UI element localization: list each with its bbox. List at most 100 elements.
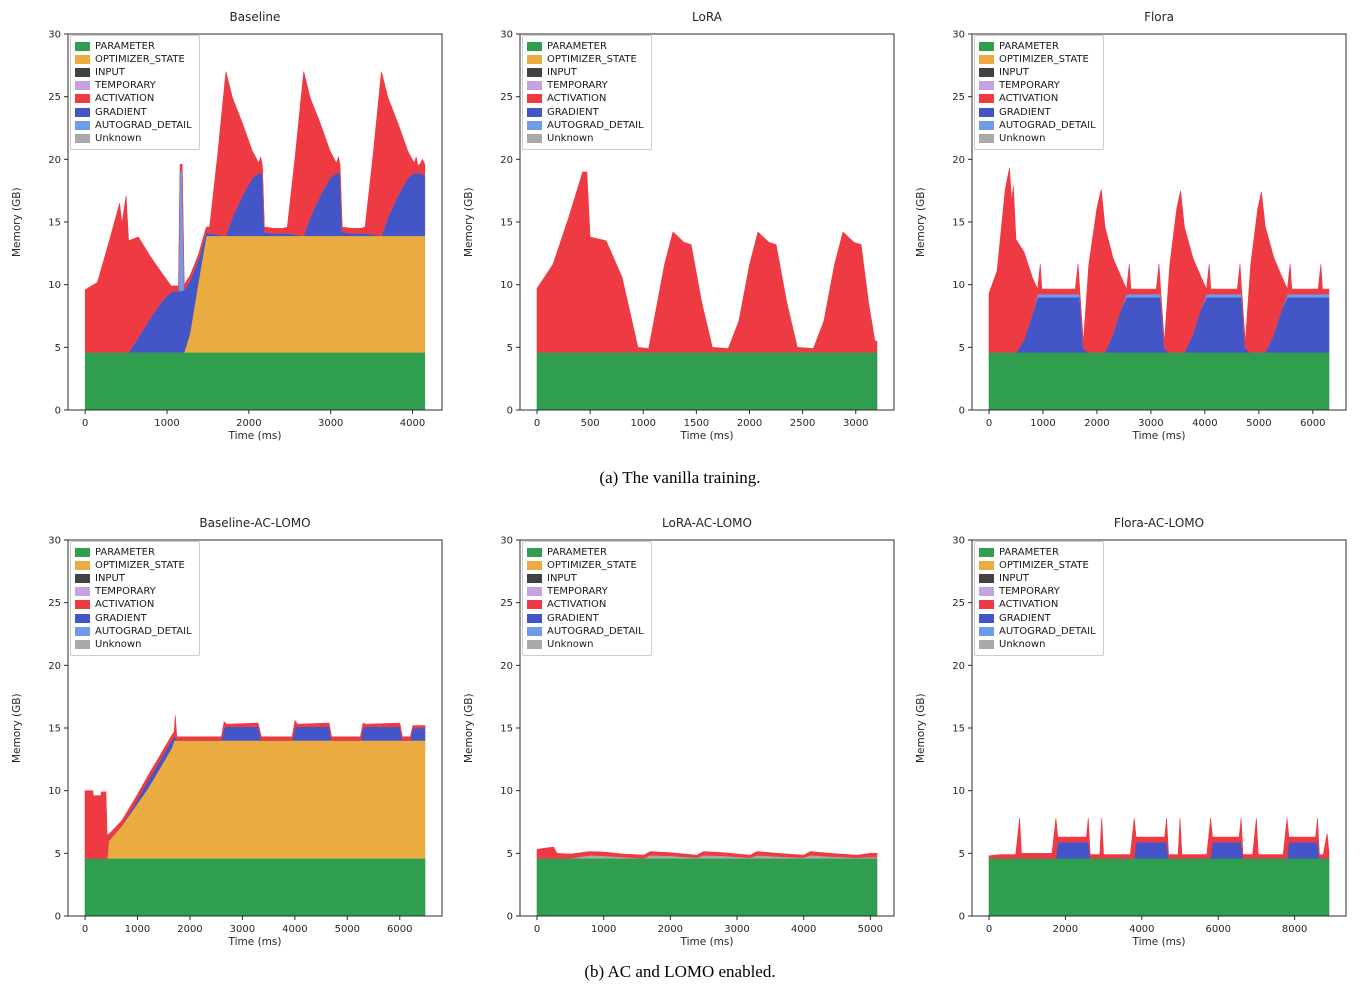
y-axis-label: Memory (GB): [463, 187, 475, 257]
legend-swatch-icon: [979, 68, 994, 78]
svg-text:5000: 5000: [335, 924, 360, 935]
svg-text:1000: 1000: [125, 924, 150, 935]
plot-wrap: 0 5 10 15 20 25 30 0 1000 2000 3000 4000 5000 PARAME…: [476, 534, 902, 936]
legend-swatch-icon: [527, 120, 542, 130]
subplot-baseline: Baseline 0 5 10 15 20 25 30 0 1000 2000 3000 4000 P…: [10, 10, 450, 446]
legend-swatch-icon: [979, 548, 994, 558]
svg-text:30: 30: [952, 536, 965, 547]
legend-swatch-icon: [75, 613, 90, 623]
legend-swatch-icon: [75, 548, 90, 558]
plot-wrap: 0 5 10 15 20 25 30 0 2000 4000 6000 8000 PARAMETER O…: [928, 534, 1354, 936]
legend-item: TEMPORARY: [75, 80, 192, 91]
legend-label: Unknown: [547, 132, 594, 144]
legend-label: ACTIVATION: [547, 599, 607, 611]
svg-text:0: 0: [82, 418, 88, 429]
svg-text:30: 30: [48, 536, 61, 547]
legend-item: AUTOGRAD_DETAIL: [527, 626, 644, 637]
legend-swatch-icon: [979, 561, 994, 571]
legend-swatch-icon: [527, 626, 542, 636]
legend-label: INPUT: [95, 573, 125, 585]
svg-text:5000: 5000: [858, 924, 883, 935]
legend-item: OPTIMIZER_STATE: [979, 560, 1096, 571]
svg-text:30: 30: [500, 536, 513, 547]
legend-label: TEMPORARY: [547, 80, 608, 92]
svg-text:20: 20: [952, 155, 965, 166]
subplot-lora: LoRA 0 5 10 15 20 25 30 0 500 1000 1500 2000 2500 300…: [462, 10, 902, 446]
svg-text:2000: 2000: [1084, 418, 1109, 429]
legend-label: OPTIMIZER_STATE: [999, 560, 1089, 572]
legend-label: Unknown: [999, 638, 1046, 650]
legend-swatch-icon: [979, 133, 994, 143]
svg-text:15: 15: [952, 218, 965, 229]
legend-label: ACTIVATION: [999, 599, 1059, 611]
svg-text:15: 15: [48, 724, 61, 735]
caption-ac-lomo-enabled: (b) AC and LOMO enabled.: [584, 962, 776, 981]
legend-swatch-icon: [75, 42, 90, 52]
legend-item: ACTIVATION: [527, 93, 644, 104]
plot-title: Baseline-AC-LOMO: [199, 516, 311, 530]
legend-swatch-icon: [979, 94, 994, 104]
legend-label: GRADIENT: [95, 106, 147, 118]
x-axis-label: Time (ms): [1132, 936, 1186, 948]
legend-item: AUTOGRAD_DETAIL: [979, 120, 1096, 131]
legend-swatch-icon: [527, 548, 542, 558]
legend-item: OPTIMIZER_STATE: [527, 560, 644, 571]
svg-text:5: 5: [507, 849, 513, 860]
legend-item: Unknown: [75, 133, 192, 144]
legend-item: ACTIVATION: [979, 93, 1096, 104]
svg-text:20: 20: [500, 155, 513, 166]
legend-swatch-icon: [75, 639, 90, 649]
subplot-lora-ac-lomo: LoRA-AC-LOMO 0 5 10 15 20 25 30 0 1000 2000 3000 40…: [462, 516, 902, 952]
legend-swatch-icon: [527, 133, 542, 143]
legend-item: PARAMETER: [75, 547, 192, 558]
legend-label: ACTIVATION: [999, 93, 1059, 105]
legend-swatch-icon: [979, 574, 994, 584]
legend-label: GRADIENT: [547, 106, 599, 118]
svg-text:15: 15: [500, 218, 513, 229]
legend-item: OPTIMIZER_STATE: [75, 560, 192, 571]
legend-item: INPUT: [979, 573, 1096, 584]
legend-swatch-icon: [979, 55, 994, 65]
svg-text:6000: 6000: [1300, 418, 1325, 429]
legend-item: INPUT: [527, 573, 644, 584]
legend-item: Unknown: [979, 639, 1096, 650]
legend-label: TEMPORARY: [95, 586, 156, 598]
legend-item: ACTIVATION: [979, 599, 1096, 610]
svg-text:1000: 1000: [154, 418, 179, 429]
legend-swatch-icon: [75, 68, 90, 78]
legend-item: ACTIVATION: [75, 93, 192, 104]
legend-label: PARAMETER: [95, 41, 155, 53]
x-axis-label: Time (ms): [680, 430, 734, 442]
svg-text:10: 10: [48, 280, 61, 291]
caption-vanilla-training: (a) The vanilla training.: [599, 468, 761, 487]
legend-swatch-icon: [75, 587, 90, 597]
legend-swatch-icon: [527, 55, 542, 65]
legend-label: TEMPORARY: [547, 586, 608, 598]
svg-text:30: 30: [48, 30, 61, 41]
svg-text:4000: 4000: [400, 418, 425, 429]
legend-label: Unknown: [999, 132, 1046, 144]
legend-swatch-icon: [979, 600, 994, 610]
legend-swatch-icon: [979, 613, 994, 623]
legend-swatch-icon: [979, 587, 994, 597]
legend-item: GRADIENT: [979, 107, 1096, 118]
y-axis-label: Memory (GB): [463, 693, 475, 763]
plot-area: 0 5 10 15 20 25 30 0 1000 2000 3000 4000 5000 6000: [48, 536, 443, 935]
svg-text:1500: 1500: [684, 418, 709, 429]
legend-swatch-icon: [75, 561, 90, 571]
legend-swatch-icon: [979, 107, 994, 117]
legend-label: ACTIVATION: [95, 93, 155, 105]
svg-text:15: 15: [952, 724, 965, 735]
legend-swatch-icon: [75, 133, 90, 143]
svg-text:3000: 3000: [1138, 418, 1163, 429]
plot-wrap: 0 5 10 15 20 25 30 0 1000 2000 3000 4000 5000 6000 PA…: [24, 534, 450, 936]
legend-label: Unknown: [95, 132, 142, 144]
legend-label: INPUT: [547, 67, 577, 79]
legend-item: GRADIENT: [75, 107, 192, 118]
svg-text:2000: 2000: [177, 924, 202, 935]
x-axis-label: Time (ms): [228, 430, 282, 442]
svg-text:3000: 3000: [843, 418, 868, 429]
legend-item: AUTOGRAD_DETAIL: [979, 626, 1096, 637]
legend-item: AUTOGRAD_DETAIL: [75, 120, 192, 131]
svg-text:5: 5: [55, 343, 61, 354]
